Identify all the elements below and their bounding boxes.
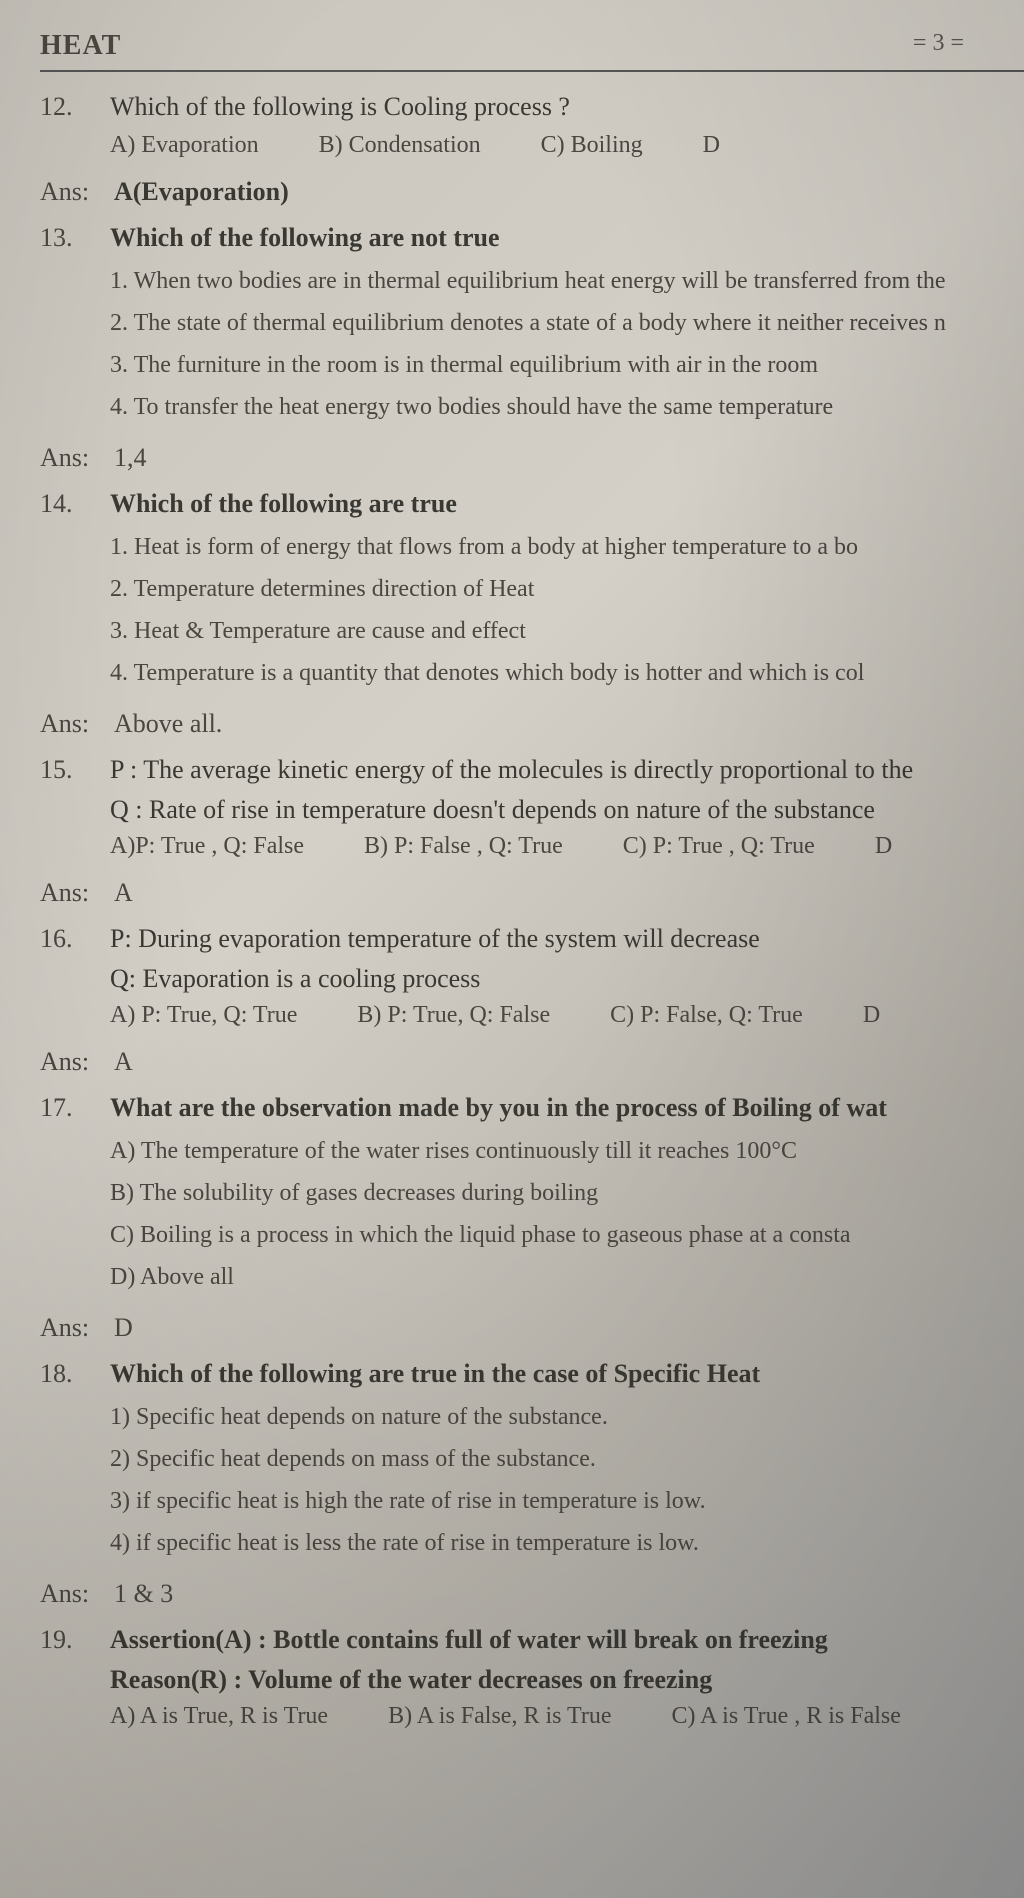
subject-title: HEAT: [40, 30, 121, 62]
ans-label: Ans:: [40, 177, 110, 207]
sub-c: C) Boiling is a process in which the liq…: [110, 1217, 1024, 1253]
question-12: 12. Which of the following is Cooling pr…: [40, 92, 1024, 159]
option-c: C) A is True , R is False: [672, 1703, 901, 1730]
sub-3: 3. Heat & Temperature are cause and effe…: [110, 613, 1024, 649]
answer-17: Ans: D: [40, 1313, 1024, 1343]
sub-b: B) The solubility of gases decreases dur…: [110, 1175, 1024, 1211]
question-19: 19. Assertion(A) : Bottle contains full …: [40, 1625, 1024, 1730]
q-statement: Q: Evaporation is a cooling process: [110, 964, 1024, 994]
answer-14: Ans: Above all.: [40, 709, 1024, 739]
sub-3: 3. The furniture in the room is in therm…: [110, 347, 1024, 383]
sub-1: 1) Specific heat depends on nature of th…: [110, 1399, 1024, 1435]
ans-label: Ans:: [40, 1313, 110, 1343]
option-b: B) Condensation: [319, 132, 481, 159]
q-text: Which of the following are not true: [110, 223, 500, 253]
q-number: 13.: [40, 223, 110, 253]
answer-15: Ans: A: [40, 878, 1024, 908]
option-d: D: [863, 1002, 880, 1029]
reason: Reason(R) : Volume of the water decrease…: [110, 1665, 1024, 1695]
options-row: A) P: True, Q: True B) P: True, Q: False…: [110, 1002, 1024, 1029]
ans-value: A(Evaporation): [114, 177, 289, 206]
p-statement: P: During evaporation temperature of the…: [110, 924, 760, 954]
answer-12: Ans: A(Evaporation): [40, 177, 1024, 207]
option-a: A)P: True , Q: False: [110, 833, 304, 860]
ans-label: Ans:: [40, 1579, 110, 1609]
q-number: 14.: [40, 489, 110, 519]
assertion: Assertion(A) : Bottle contains full of w…: [110, 1625, 828, 1655]
sub-a: A) The temperature of the water rises co…: [110, 1133, 1024, 1169]
option-c: C) P: True , Q: True: [623, 833, 815, 860]
sub-d: D) Above all: [110, 1259, 1024, 1295]
ans-value: 1 & 3: [114, 1579, 173, 1608]
ans-value: A: [114, 878, 133, 907]
option-b: B) A is False, R is True: [388, 1703, 611, 1730]
option-d: D: [703, 132, 720, 159]
ans-value: A: [114, 1047, 133, 1076]
sub-2: 2. The state of thermal equilibrium deno…: [110, 305, 1024, 341]
sub-2: 2) Specific heat depends on mass of the …: [110, 1441, 1024, 1477]
q-text: Which of the following are true in the c…: [110, 1359, 760, 1389]
q-text: Which of the following is Cooling proces…: [110, 92, 570, 122]
ans-label: Ans:: [40, 1047, 110, 1077]
answer-16: Ans: A: [40, 1047, 1024, 1077]
q-number: 15.: [40, 755, 110, 785]
q-number: 12.: [40, 92, 110, 122]
question-16: 16. P: During evaporation temperature of…: [40, 924, 1024, 1029]
page-header: HEAT = 3 =: [40, 30, 1024, 72]
option-c: C) P: False, Q: True: [610, 1002, 803, 1029]
page-number: = 3 =: [913, 30, 964, 62]
question-15: 15. P : The average kinetic energy of th…: [40, 755, 1024, 860]
options-row: A) Evaporation B) Condensation C) Boilin…: [110, 132, 1024, 159]
sub-2: 2. Temperature determines direction of H…: [110, 571, 1024, 607]
options-row: A) A is True, R is True B) A is False, R…: [110, 1703, 1024, 1730]
question-18: 18. Which of the following are true in t…: [40, 1359, 1024, 1561]
option-c: C) Boiling: [541, 132, 643, 159]
option-a: A) A is True, R is True: [110, 1703, 328, 1730]
option-a: A) Evaporation: [110, 132, 259, 159]
q-number: 18.: [40, 1359, 110, 1389]
ans-value: Above all.: [114, 709, 222, 738]
options-row: A)P: True , Q: False B) P: False , Q: Tr…: [110, 833, 1024, 860]
question-14: 14. Which of the following are true 1. H…: [40, 489, 1024, 691]
option-d: D: [875, 833, 892, 860]
q-number: 16.: [40, 924, 110, 954]
option-a: A) P: True, Q: True: [110, 1002, 297, 1029]
answer-18: Ans: 1 & 3: [40, 1579, 1024, 1609]
sub-3: 3) if specific heat is high the rate of …: [110, 1483, 1024, 1519]
question-17: 17. What are the observation made by you…: [40, 1093, 1024, 1295]
sub-1: 1. When two bodies are in thermal equili…: [110, 263, 1024, 299]
ans-label: Ans:: [40, 443, 110, 473]
ans-label: Ans:: [40, 709, 110, 739]
ans-value: D: [114, 1313, 133, 1342]
sub-4: 4) if specific heat is less the rate of …: [110, 1525, 1024, 1561]
option-b: B) P: False , Q: True: [364, 833, 563, 860]
sub-4: 4. Temperature is a quantity that denote…: [110, 655, 1024, 691]
worksheet-page: HEAT = 3 = 12. Which of the following is…: [0, 0, 1024, 1778]
q-statement: Q : Rate of rise in temperature doesn't …: [110, 795, 1024, 825]
answer-13: Ans: 1,4: [40, 443, 1024, 473]
ans-label: Ans:: [40, 878, 110, 908]
ans-value: 1,4: [114, 443, 147, 472]
q-number: 19.: [40, 1625, 110, 1655]
sub-4: 4. To transfer the heat energy two bodie…: [110, 389, 1024, 425]
q-text: Which of the following are true: [110, 489, 457, 519]
q-text: What are the observation made by you in …: [110, 1093, 887, 1123]
option-b: B) P: True, Q: False: [357, 1002, 550, 1029]
p-statement: P : The average kinetic energy of the mo…: [110, 755, 913, 785]
sub-1: 1. Heat is form of energy that flows fro…: [110, 529, 1024, 565]
q-number: 17.: [40, 1093, 110, 1123]
question-13: 13. Which of the following are not true …: [40, 223, 1024, 425]
